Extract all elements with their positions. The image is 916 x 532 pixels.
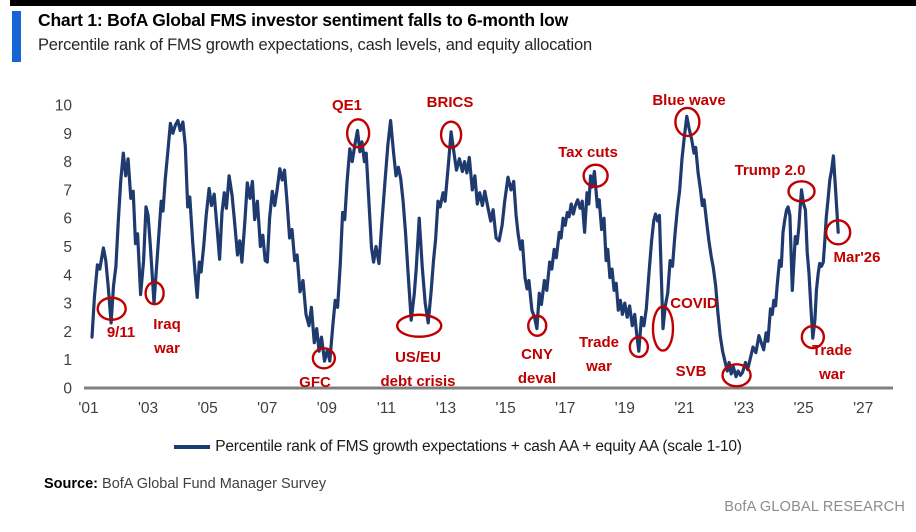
y-axis-tick-label: 2 bbox=[63, 324, 72, 341]
y-axis-tick-label: 10 bbox=[55, 98, 73, 115]
y-axis-tick-label: 7 bbox=[63, 182, 72, 199]
annotation-circle-gfc bbox=[311, 347, 337, 370]
annotation-circle-iraq-war bbox=[144, 280, 165, 306]
x-axis-tick-label: '25 bbox=[794, 400, 814, 417]
legend-label: Percentile rank of FMS growth expectatio… bbox=[215, 438, 742, 455]
annotation-label-mar-26: Mar'26 bbox=[834, 249, 881, 266]
x-axis-tick-label: '03 bbox=[138, 400, 158, 417]
annotation-label-gfc: GFC bbox=[299, 374, 331, 391]
annotation-circle-brics bbox=[439, 120, 463, 149]
x-axis-tick-label: '19 bbox=[615, 400, 635, 417]
annotation-circle-us-eu-debt-crisis bbox=[396, 313, 443, 338]
annotation-circle-mar-26 bbox=[824, 219, 852, 246]
annotation-circle-trade-war-2019 bbox=[628, 335, 650, 359]
annotation-label-cny-deval: deval bbox=[518, 370, 556, 387]
y-axis-tick-label: 8 bbox=[63, 154, 72, 171]
y-axis-tick-label: 4 bbox=[63, 267, 72, 284]
annotation-label-trump-2-0: Trump 2.0 bbox=[735, 162, 806, 179]
annotation-label-blue-wave: Blue wave bbox=[652, 92, 725, 109]
y-axis-tick-label: 6 bbox=[63, 211, 72, 228]
x-axis-tick-label: '11 bbox=[377, 400, 396, 417]
x-axis-tick-label: '13 bbox=[436, 400, 456, 417]
source-text: BofA Global Fund Manager Survey bbox=[98, 476, 327, 492]
annotation-circle-svb bbox=[721, 363, 752, 388]
annotation-circle-covid bbox=[651, 305, 675, 352]
x-axis-tick-label: '23 bbox=[734, 400, 754, 417]
title-accent-bar bbox=[12, 11, 21, 62]
annotation-label-trade-war-2019: war bbox=[585, 358, 612, 375]
annotation-circle-trade-war-2025 bbox=[800, 324, 826, 350]
series-line bbox=[90, 114, 840, 379]
annotation-circle-cny-deval bbox=[527, 314, 548, 337]
annotation-label-trade-war-2025: Trade bbox=[812, 342, 852, 359]
source-note: Source: BofA Global Fund Manager Survey bbox=[44, 476, 326, 492]
y-axis-tick-label: 5 bbox=[63, 239, 72, 256]
annotation-label-covid: COVID bbox=[670, 295, 718, 312]
chart-subtitle: Percentile rank of FMS growth expectatio… bbox=[38, 36, 592, 54]
x-axis-tick-label: '01 bbox=[78, 400, 98, 417]
legend-line-marker bbox=[174, 445, 211, 449]
annotation-label-iraq-war: Iraq bbox=[153, 316, 181, 333]
x-axis-tick-label: '27 bbox=[853, 400, 873, 417]
annotation-label-nine-eleven: 9/11 bbox=[107, 324, 135, 341]
annotation-label-qe1: QE1 bbox=[332, 97, 362, 114]
annotation-label-brics: BRICS bbox=[427, 94, 474, 111]
annotation-label-tax-cuts: Tax cuts bbox=[558, 144, 618, 161]
annotation-circle-nine-eleven bbox=[96, 296, 127, 321]
annotation-circle-blue-wave bbox=[674, 106, 701, 138]
annotation-label-svb: SVB bbox=[676, 363, 707, 380]
x-axis-tick-label: '21 bbox=[674, 400, 694, 417]
x-axis-tick-label: '07 bbox=[257, 400, 277, 417]
annotation-label-iraq-war: war bbox=[153, 340, 180, 357]
y-axis-tick-label: 3 bbox=[63, 296, 72, 313]
legend: Percentile rank of FMS growth expectatio… bbox=[0, 438, 916, 456]
annotation-circle-tax-cuts bbox=[582, 163, 609, 188]
annotation-label-us-eu-debt-crisis: debt crisis bbox=[380, 373, 455, 390]
annotation-label-cny-deval: CNY bbox=[521, 346, 553, 363]
annotation-label-trade-war-2019: Trade bbox=[579, 334, 619, 351]
source-label: Source: bbox=[44, 476, 98, 492]
top-divider-rule bbox=[10, 0, 916, 6]
x-axis-tick-label: '15 bbox=[496, 400, 516, 417]
annotation-label-trade-war-2025: war bbox=[818, 366, 845, 383]
y-axis-tick-label: 9 bbox=[63, 126, 72, 143]
x-axis-tick-label: '09 bbox=[317, 400, 337, 417]
annotation-circle-qe1 bbox=[345, 118, 371, 149]
y-axis-tick-label: 1 bbox=[63, 352, 72, 369]
annotation-circle-trump-2-0 bbox=[787, 180, 816, 203]
chart-title: Chart 1: BofA Global FMS investor sentim… bbox=[38, 10, 569, 30]
x-axis-tick-label: '05 bbox=[198, 400, 218, 417]
y-axis-tick-label: 0 bbox=[63, 381, 72, 398]
x-axis-tick-label: '17 bbox=[555, 400, 575, 417]
annotation-label-us-eu-debt-crisis: US/EU bbox=[395, 349, 441, 366]
brand-watermark: BofA GLOBAL RESEARCH bbox=[724, 499, 905, 515]
